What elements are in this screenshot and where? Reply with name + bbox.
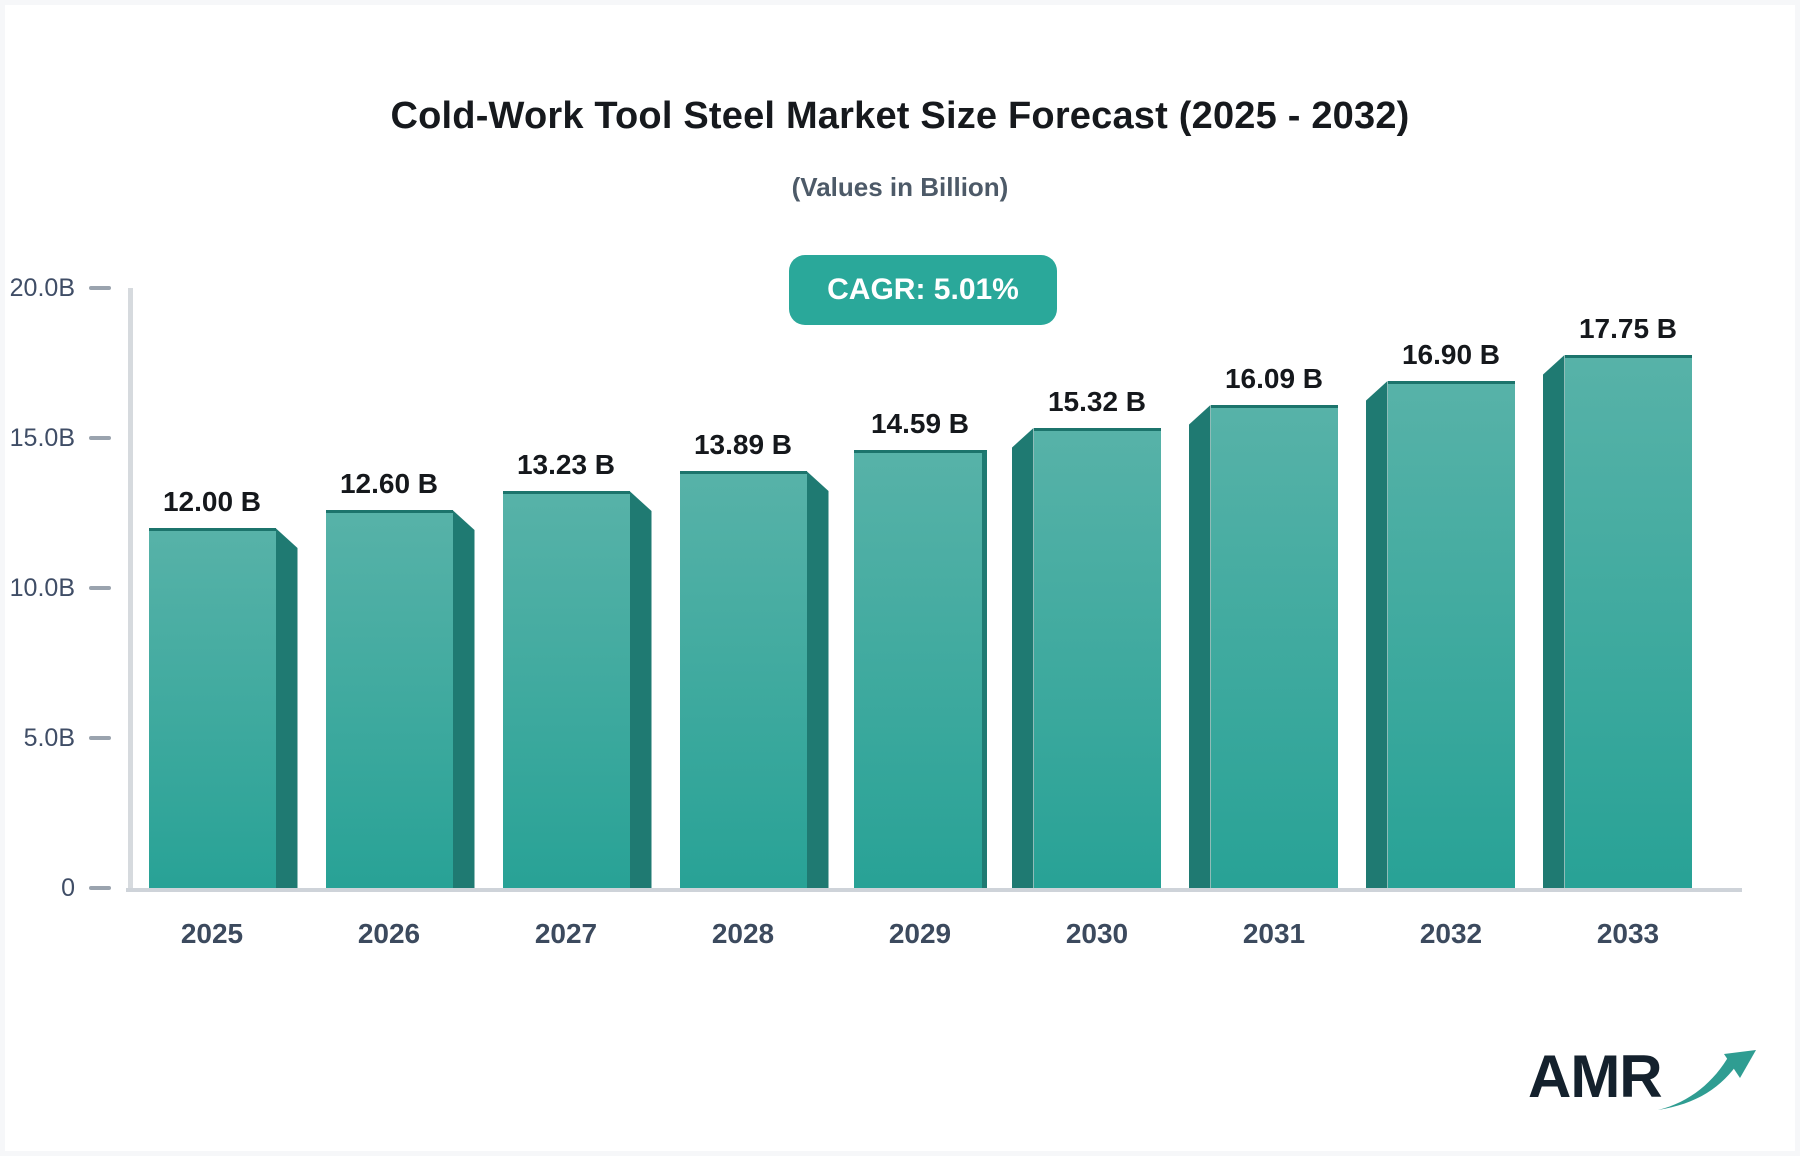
bar-face: [1387, 381, 1515, 888]
x-axis-label: 2033: [1596, 918, 1660, 949]
y-axis-tick-label: 0: [61, 874, 75, 902]
y-axis-tick-label: 20.0B: [9, 274, 75, 302]
bar-side-shadow: [1365, 381, 1388, 888]
bar-2027: [502, 491, 652, 888]
bar-value-label: 16.09 B: [1224, 363, 1324, 394]
bar-2025: [148, 528, 298, 888]
bar-side-shadow: [452, 510, 475, 888]
bar-side-shadow: [1542, 355, 1565, 888]
y-axis-tick: [89, 886, 111, 890]
bar-side-shadow: [629, 491, 652, 888]
bar-face: [1564, 355, 1692, 888]
amr-logo-text: AMR: [1528, 1043, 1663, 1110]
x-axis-label: 2027: [534, 918, 598, 949]
plot-area: 12.00 B 2025 12.60 B 2026 13.23 B 2027 13.89 B…: [10, 274, 1745, 949]
bar-side-shadow: [275, 528, 298, 888]
y-axis-tick-label: 10.0B: [9, 574, 75, 602]
bar-2026: [325, 510, 475, 888]
x-axis-label: 2026: [357, 918, 421, 949]
bar-value-label: 15.32 B: [1047, 386, 1147, 417]
bar-face: [1210, 405, 1338, 888]
bar-2031: [1188, 405, 1338, 888]
bar-value-label: 12.00 B: [162, 486, 262, 517]
growth-arrow-icon: [1658, 1050, 1756, 1110]
bar-side-shadow: [806, 471, 829, 888]
bar-face: [148, 528, 276, 888]
y-axis-tick: [89, 436, 111, 440]
bar-value-label: 16.90 B: [1401, 339, 1501, 370]
x-axis-label: 2025: [180, 918, 244, 949]
amr-logo: AMR: [1528, 1032, 1756, 1122]
bar-side-shadow: [1188, 405, 1211, 888]
bar-face: [1033, 428, 1161, 888]
bar-value-label: 13.23 B: [516, 449, 616, 480]
y-axis-line: [128, 288, 133, 892]
bar-2030: [1011, 428, 1161, 888]
bar-face: [679, 471, 807, 888]
y-axis-tick: [89, 736, 111, 740]
chart-subtitle: (Values in Billion): [791, 172, 1009, 202]
bar-value-label: 17.75 B: [1578, 313, 1678, 344]
x-axis-label: 2032: [1419, 918, 1483, 949]
cagr-badge: CAGR: 5.01%: [789, 255, 1057, 325]
bar-2028: [679, 471, 829, 888]
bar-face: [853, 450, 987, 888]
bar-value-label: 12.60 B: [339, 468, 439, 499]
bar-side-shadow: [1011, 428, 1034, 888]
bar-face: [325, 510, 453, 888]
bar-2032: [1365, 381, 1515, 888]
bar-face: [502, 491, 630, 888]
y-axis-tick-label: 15.0B: [9, 424, 75, 452]
y-axis-tick: [89, 286, 111, 290]
chart-title: Cold-Work Tool Steel Market Size Forecas…: [390, 95, 1410, 137]
bar-2029: [853, 450, 987, 888]
x-axis-label: 2030: [1065, 918, 1129, 949]
x-axis-line: [126, 888, 1742, 892]
bar-value-label: 13.89 B: [693, 429, 793, 460]
y-axis-tick: [89, 586, 111, 590]
x-axis-label: 2031: [1242, 918, 1306, 949]
y-axis-tick-label: 5.0B: [23, 724, 75, 752]
bar-2033: [1542, 355, 1692, 888]
x-axis-label: 2028: [711, 918, 775, 949]
bar-value-label: 14.59 B: [870, 408, 970, 439]
x-axis-label: 2029: [888, 918, 952, 949]
